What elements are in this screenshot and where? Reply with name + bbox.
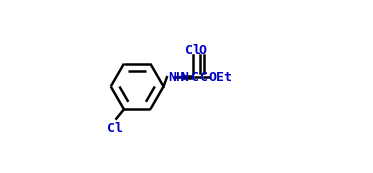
Text: Cl: Cl (107, 122, 123, 135)
Text: Cl: Cl (185, 44, 201, 57)
Text: C: C (191, 71, 200, 84)
Text: N: N (180, 71, 188, 84)
Text: O: O (198, 44, 206, 57)
Text: C: C (200, 71, 209, 84)
Text: OEt: OEt (209, 71, 233, 84)
Text: NH: NH (168, 71, 184, 84)
